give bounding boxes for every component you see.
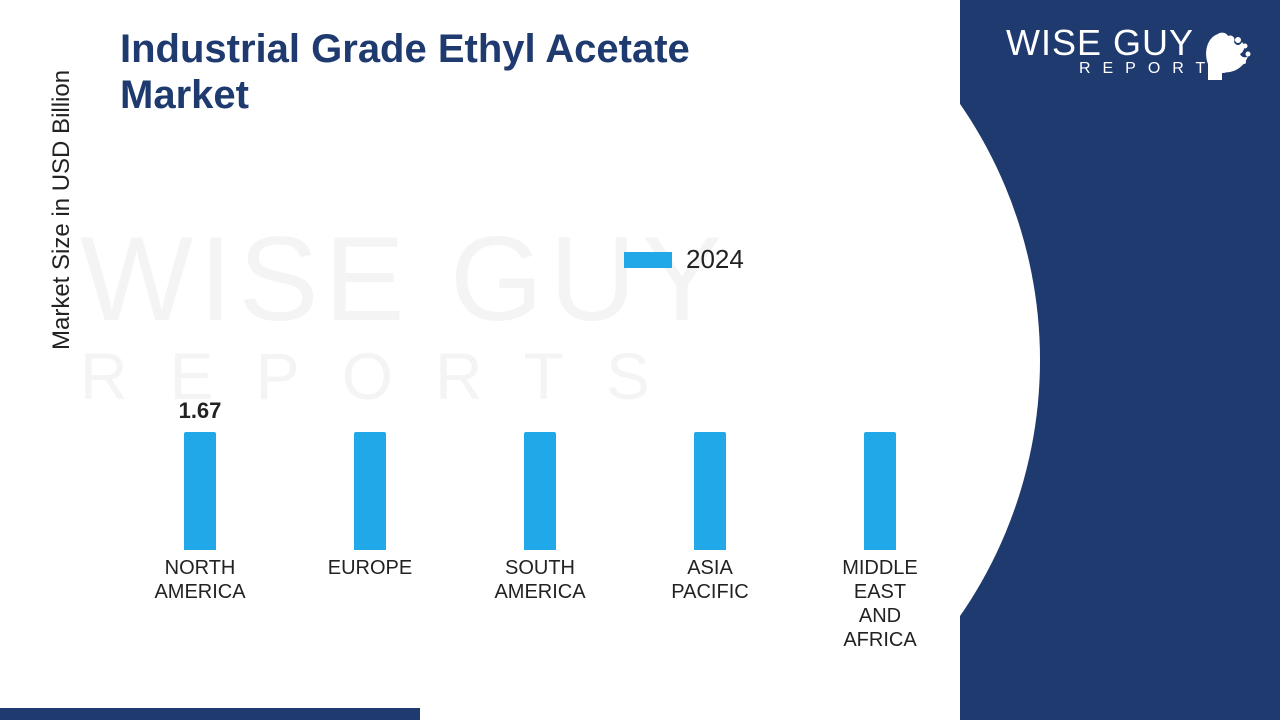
bar — [524, 432, 556, 550]
bar — [864, 432, 896, 550]
chart-title: Industrial Grade Ethyl Acetate Market — [120, 26, 740, 118]
chart-area: 1.67 NORTHAMERICA EUROPE SOUTHAMERICA ASIAP… — [110, 160, 940, 660]
y-axis-label: Market Size in USD Billion — [48, 70, 76, 350]
chart-card: WISE GUY REPORTS WISE GUY REPORTS Indust… — [0, 0, 1280, 720]
brand-logo: WISE GUY REPORTS — [1006, 22, 1244, 78]
brain-head-icon — [1198, 28, 1256, 86]
x-axis-label: MIDDLEEASTANDAFRICA — [805, 556, 955, 652]
x-axis-label: SOUTHAMERICA — [465, 556, 615, 604]
plot-area: 1.67 — [136, 160, 940, 550]
bottom-accent-bar — [0, 708, 420, 720]
brand-name: WISE GUY — [1006, 22, 1194, 63]
bar — [354, 432, 386, 550]
bar — [694, 432, 726, 550]
x-axis-label: EUROPE — [295, 556, 445, 580]
x-axis-label: ASIAPACIFIC — [635, 556, 785, 604]
bar-value-label: 1.67 — [179, 398, 222, 424]
x-axis-label: NORTHAMERICA — [125, 556, 275, 604]
bar — [184, 432, 216, 550]
x-axis-labels: NORTHAMERICAEUROPESOUTHAMERICAASIAPACIFI… — [136, 556, 940, 660]
